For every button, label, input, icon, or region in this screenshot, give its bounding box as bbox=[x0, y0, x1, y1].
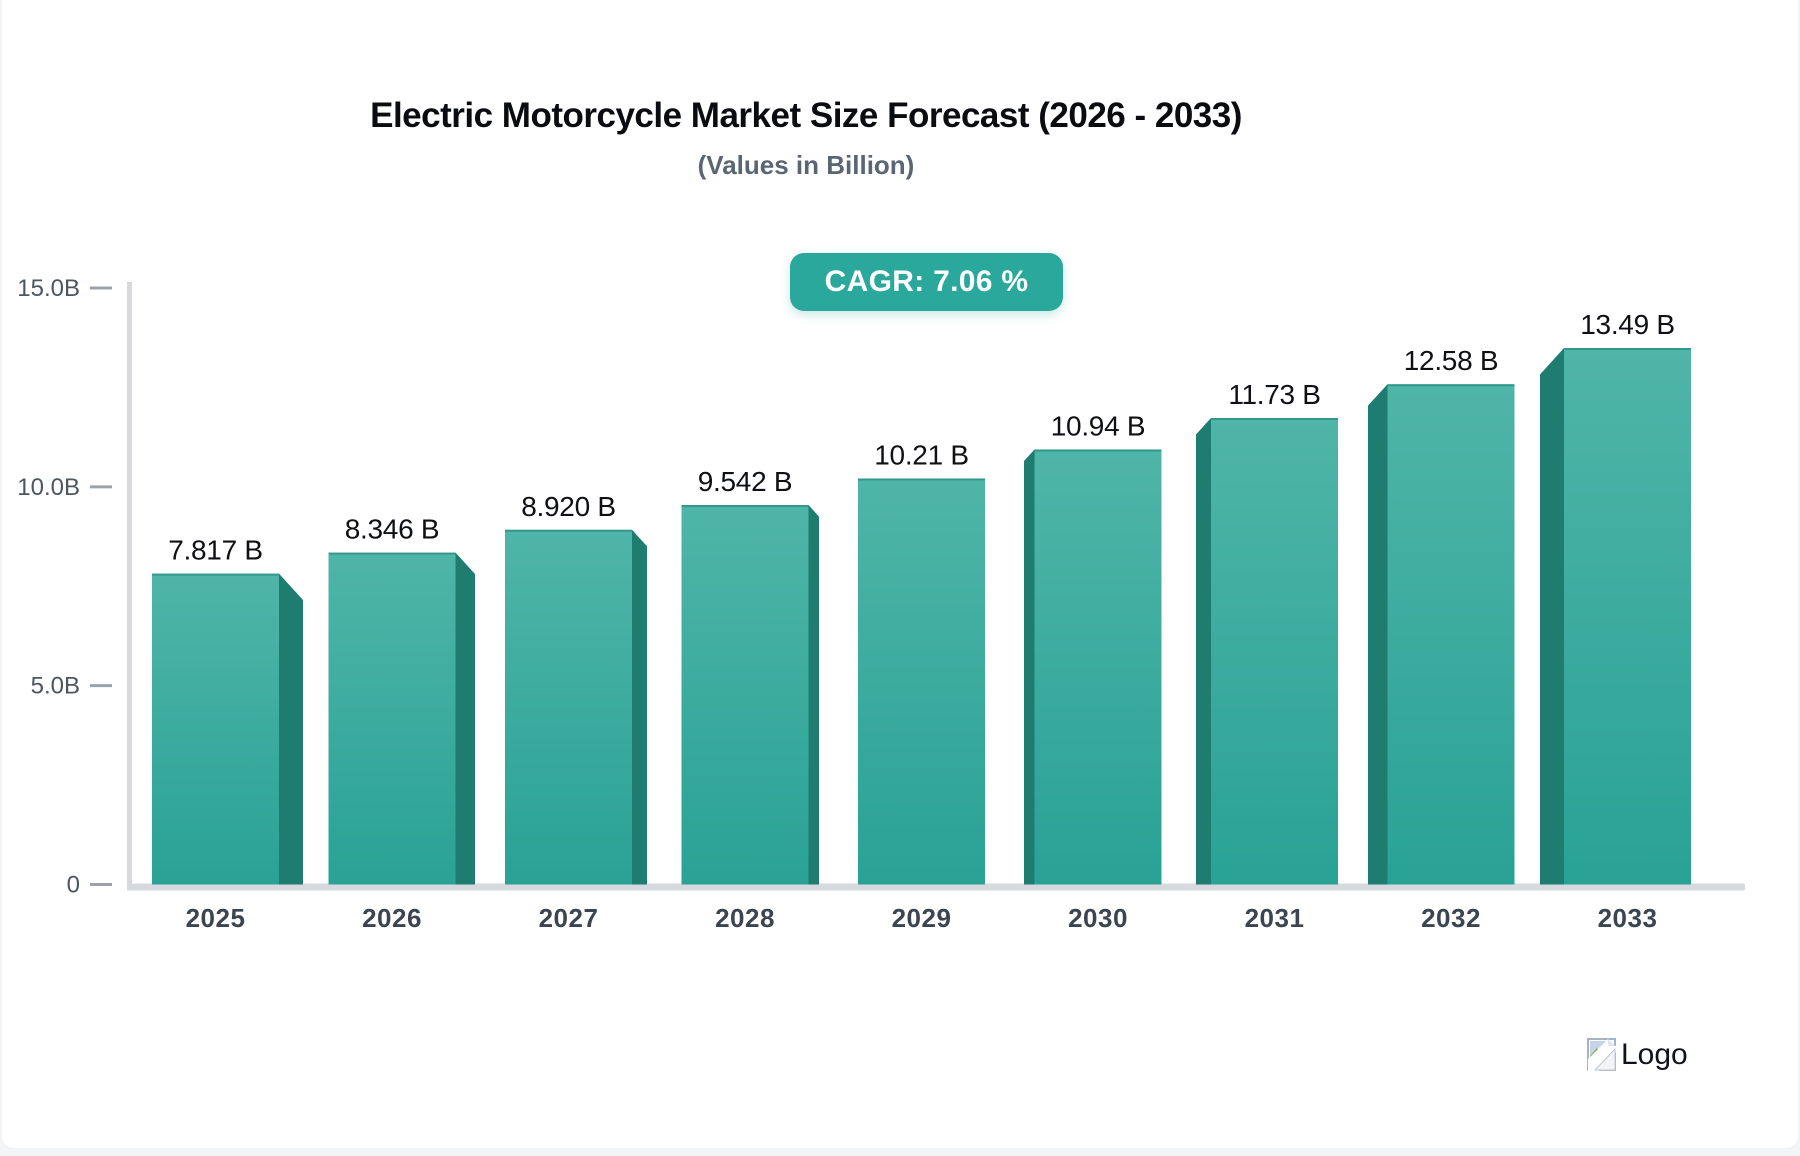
x-label-2032: 2032 bbox=[1421, 903, 1481, 933]
x-label-2028: 2028 bbox=[715, 903, 775, 933]
chart-header: Electric Motorcycle Market Size Forecast… bbox=[2, 96, 1610, 181]
bar-value-2032: 12.58 B bbox=[1404, 345, 1498, 376]
bar-2029[interactable] bbox=[858, 478, 985, 885]
bar-front-face bbox=[1211, 418, 1338, 885]
x-label-2025: 2025 bbox=[186, 903, 246, 933]
bar-front-face bbox=[1564, 348, 1691, 885]
x-label-2029: 2029 bbox=[892, 903, 952, 933]
x-label-2027: 2027 bbox=[539, 903, 599, 933]
bar-front-face bbox=[681, 505, 809, 885]
logo: Logo bbox=[1586, 1036, 1688, 1073]
x-label-2030: 2030 bbox=[1068, 903, 1128, 933]
bar-2027[interactable] bbox=[505, 529, 647, 885]
bar-value-2027: 8.920 B bbox=[521, 491, 615, 522]
bar-value-2031: 11.73 B bbox=[1228, 379, 1320, 410]
x-label-2033: 2033 bbox=[1598, 903, 1658, 933]
bar-value-2029: 10.21 B bbox=[874, 439, 968, 470]
bar-side-face bbox=[1368, 384, 1388, 885]
bar-side-face bbox=[632, 529, 647, 885]
bar-front-face bbox=[1387, 384, 1515, 885]
bar-side-face bbox=[808, 505, 819, 885]
x-label-2031: 2031 bbox=[1245, 903, 1305, 933]
bar-side-face bbox=[279, 573, 303, 885]
bar-side-face bbox=[1024, 449, 1035, 885]
y-tick-label-15.0B: 15.0B bbox=[17, 275, 80, 302]
bar-2030[interactable] bbox=[1024, 449, 1162, 885]
bar-value-2026: 8.346 B bbox=[345, 514, 439, 545]
logo-alt-text: Logo bbox=[1621, 1038, 1688, 1071]
bar-2028[interactable] bbox=[681, 505, 820, 885]
bar-2033[interactable] bbox=[1540, 348, 1691, 885]
y-axis-line bbox=[127, 282, 132, 891]
bar-2032[interactable] bbox=[1368, 384, 1515, 885]
y-tick-label-10.0B: 10.0B bbox=[17, 474, 80, 501]
y-tick-label-5.0B: 5.0B bbox=[31, 673, 80, 700]
bar-front-face bbox=[152, 573, 279, 885]
bar-front-face bbox=[505, 529, 632, 885]
bar-value-2033: 13.49 B bbox=[1580, 309, 1674, 340]
chart-title: Electric Motorcycle Market Size Forecast… bbox=[370, 96, 1242, 135]
bar-side-face bbox=[455, 552, 475, 885]
chart-subtitle: (Values in Billion) bbox=[697, 150, 915, 180]
x-axis-line bbox=[127, 883, 1745, 891]
broken-image-icon bbox=[1587, 1038, 1619, 1072]
bar-2025[interactable] bbox=[152, 573, 303, 885]
bar-2031[interactable] bbox=[1196, 418, 1338, 885]
bar-2026[interactable] bbox=[328, 552, 476, 885]
cagr-badge-label: CAGR: 7.06 % bbox=[824, 265, 1029, 298]
bar-front-face bbox=[1034, 449, 1162, 885]
bar-value-2030: 10.94 B bbox=[1051, 410, 1145, 441]
bar-front-face bbox=[858, 478, 985, 885]
bar-value-2028: 9.542 B bbox=[698, 466, 792, 497]
bar-front-face bbox=[328, 552, 456, 885]
y-tick-label-0: 0 bbox=[67, 872, 80, 899]
bar-side-face bbox=[1196, 418, 1211, 885]
bar-value-2025: 7.817 B bbox=[168, 535, 262, 566]
cagr-badge: CAGR: 7.06 % bbox=[790, 253, 1063, 311]
x-label-2026: 2026 bbox=[362, 903, 422, 933]
bar-side-face bbox=[1540, 348, 1564, 885]
